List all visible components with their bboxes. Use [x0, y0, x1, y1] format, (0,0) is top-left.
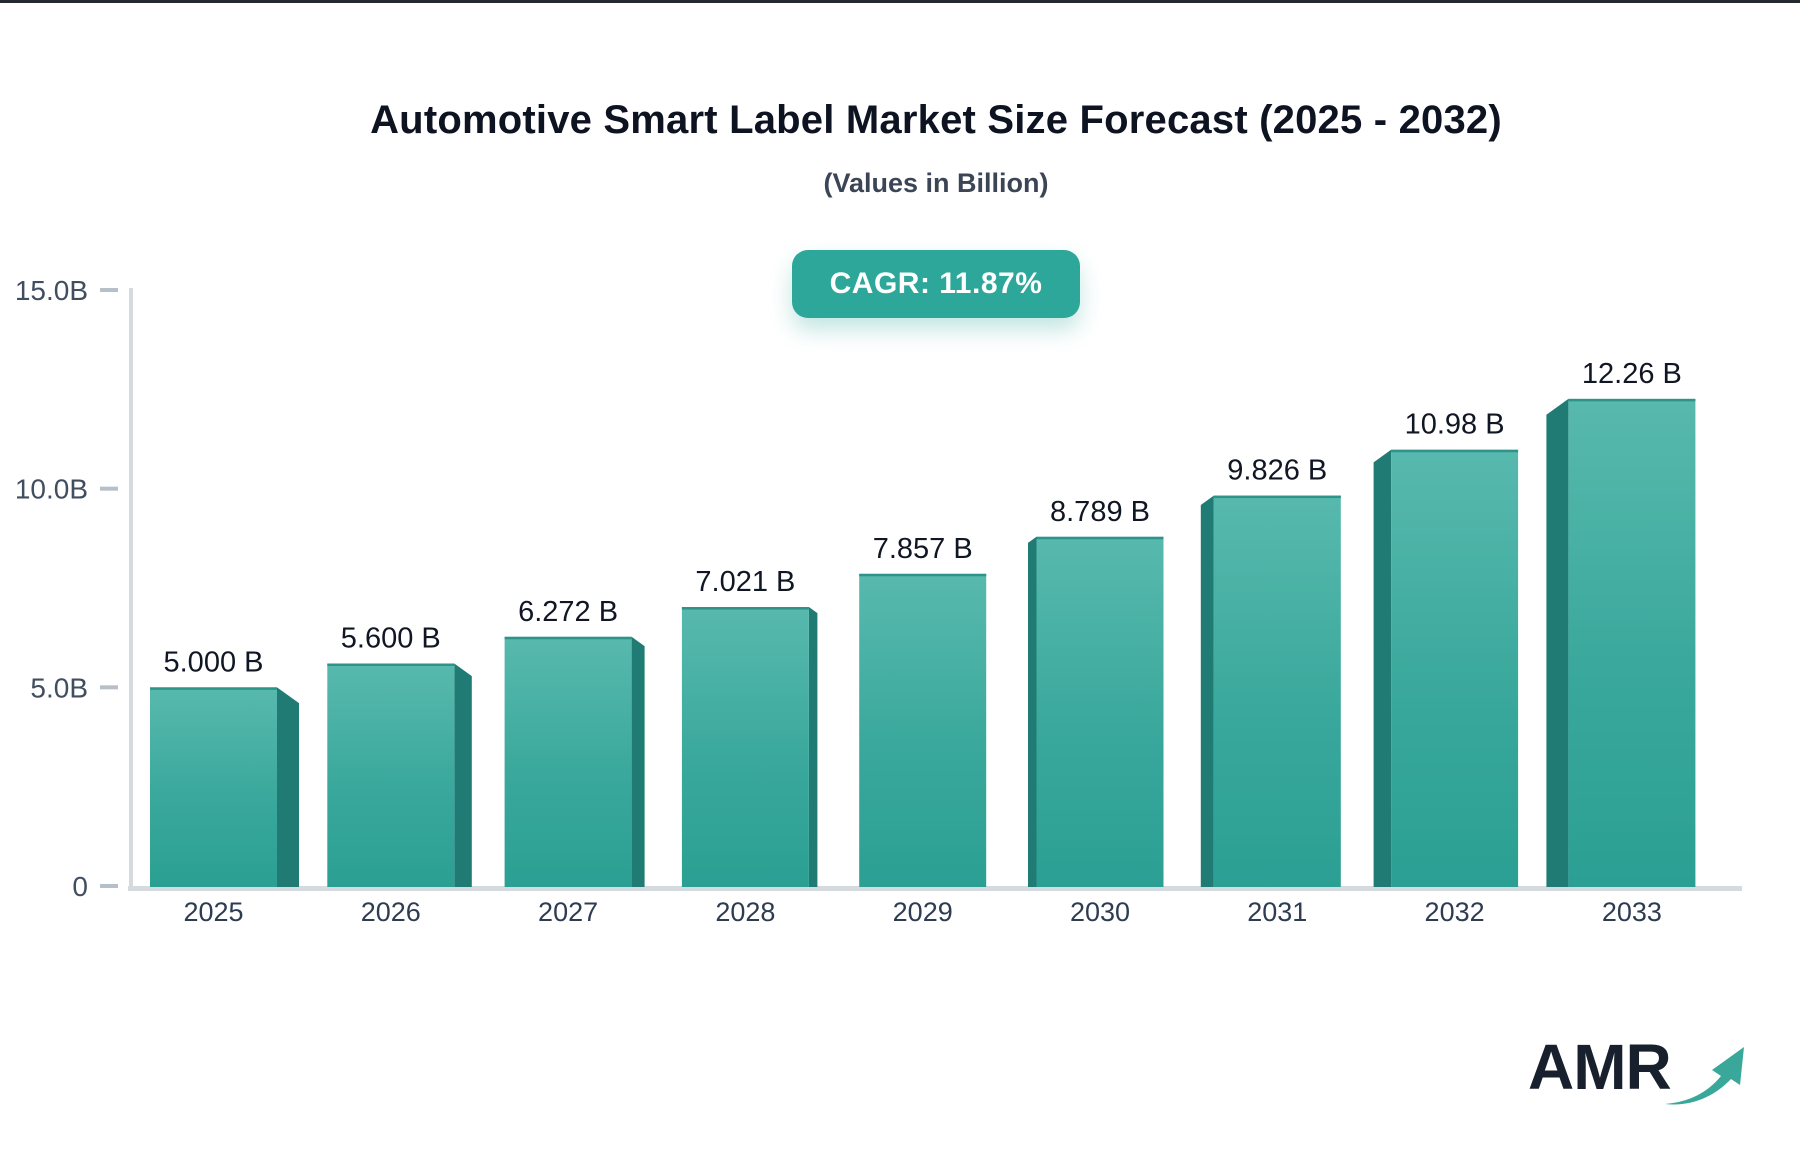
bar-group-2029: 7.857 B 2029: [859, 533, 987, 927]
bar-top-edge: [859, 573, 987, 577]
y-tick: [100, 884, 118, 888]
badge-row: CAGR: 11.87%: [130, 250, 1742, 318]
bar-value-label: 7.857 B: [873, 533, 973, 565]
bar-side-face: [1373, 449, 1392, 887]
bar-group-2032: 10.98 B 2032: [1373, 409, 1519, 927]
x-axis-label: 2031: [1247, 897, 1307, 927]
bar-front-face: [504, 636, 632, 887]
y-tick-label: 0: [72, 871, 88, 902]
bar-top-edge: [504, 636, 632, 640]
x-axis-label: 2028: [715, 897, 775, 927]
bar-top-edge: [1391, 449, 1519, 453]
x-axis-label: 2029: [893, 897, 953, 927]
bar-front-face: [681, 607, 809, 887]
bar-side-face: [277, 687, 299, 887]
bar-side-face: [1200, 495, 1214, 887]
bar-group-2028: 7.021 B 2028: [681, 566, 818, 927]
bar-value-label: 6.272 B: [518, 596, 618, 628]
page-title: Automotive Smart Label Market Size Forec…: [370, 98, 1502, 142]
bar-top-edge: [681, 607, 809, 610]
bar-front-face: [1391, 449, 1519, 887]
bar-value-label: 10.98 B: [1405, 409, 1505, 441]
x-axis-label: 2033: [1602, 897, 1662, 927]
y-tick: [100, 288, 118, 292]
amr-logo-text: AMR: [1528, 1031, 1672, 1103]
bar-side-face: [1546, 398, 1569, 887]
bar-top-edge: [1568, 398, 1696, 402]
bar-value-label: 7.021 B: [695, 566, 795, 598]
bar-value-label: 12.26 B: [1582, 358, 1682, 390]
cagr-badge: CAGR: 11.87%: [791, 250, 1081, 318]
bar-front-face: [1568, 398, 1696, 887]
bar-top-edge: [1036, 536, 1164, 540]
y-axis-line: [129, 288, 133, 888]
bar-front-face: [1036, 536, 1164, 887]
y-tick: [100, 685, 118, 690]
bar-group-2025: 5.000 B 2025: [150, 646, 299, 927]
growth-arrow-icon: [1664, 1047, 1744, 1105]
bar-value-label: 9.826 B: [1227, 455, 1327, 487]
x-axis-label: 2027: [538, 897, 598, 927]
bar-side-face: [808, 607, 818, 887]
bar-value-label: 8.789 B: [1050, 496, 1150, 528]
bar-value-label: 5.000 B: [164, 646, 264, 678]
bar-front-face: [1213, 495, 1341, 887]
bar-front-face: [327, 663, 455, 887]
bar-group-2027: 6.272 B 2027: [504, 596, 645, 927]
bar-top-edge: [150, 687, 277, 690]
y-tick-label: 5.0B: [30, 672, 88, 703]
bar-top-edge: [327, 663, 455, 666]
bar-side-face: [1028, 536, 1037, 887]
x-axis-label: 2025: [183, 897, 243, 927]
page-subtitle: (Values in Billion): [823, 168, 1049, 198]
bar-group-2031: 9.826 B 2031: [1200, 455, 1341, 927]
y-tick: [100, 486, 118, 491]
amr-logo: AMR: [1528, 1032, 1749, 1108]
y-tick-label: 15.0B: [15, 275, 88, 306]
x-axis-line: [128, 886, 1742, 891]
x-axis-label: 2032: [1425, 897, 1485, 927]
page-top-border: [0, 0, 1800, 3]
x-axis-label: 2030: [1070, 897, 1130, 927]
x-axis-label: 2026: [361, 897, 421, 927]
bar-group-2030: 8.789 B 2030: [1028, 496, 1164, 927]
bar-value-label: 5.600 B: [341, 622, 441, 654]
bar-side-face: [454, 663, 472, 887]
bar-group-2026: 5.600 B 2026: [327, 622, 472, 927]
bar-chart: 15.0B 10.0B 5.0B 0 5.000 B 2025 5.600 B 2026 6.2…: [15, 275, 1742, 927]
bar-side-face: [631, 636, 645, 887]
bar-front-face: [859, 573, 987, 887]
bar-front-face: [150, 687, 277, 887]
bar-top-edge: [1213, 495, 1341, 499]
y-tick-label: 10.0B: [15, 474, 88, 505]
bar-group-2033: 12.26 B 2033: [1546, 358, 1696, 927]
